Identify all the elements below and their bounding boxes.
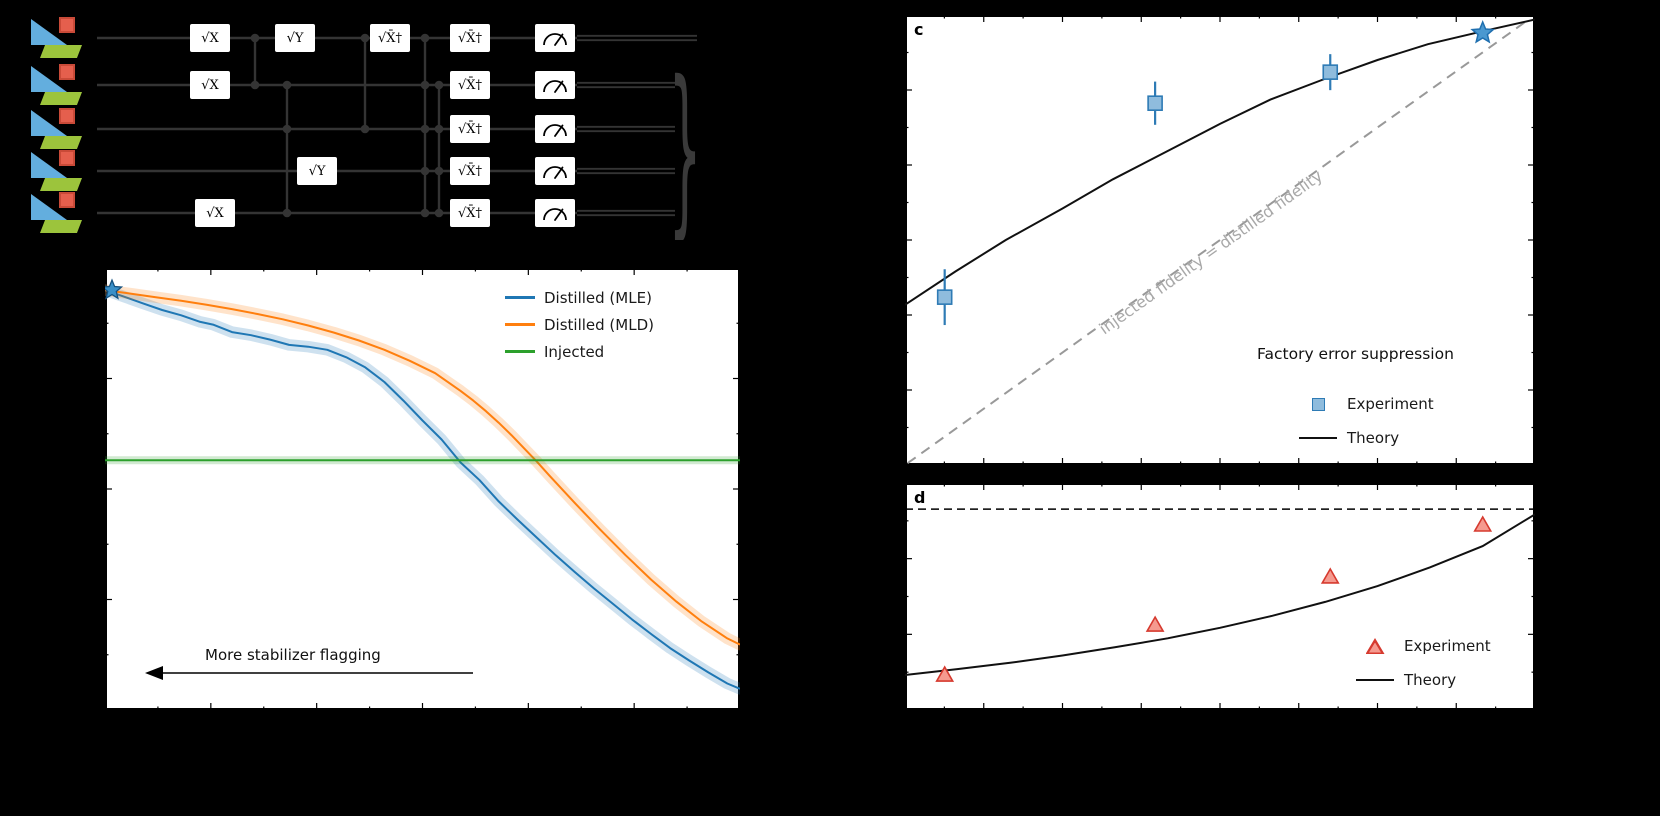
theory-line-swatch-icon <box>1356 679 1394 681</box>
orange-line-swatch-icon <box>505 323 535 326</box>
panel-c-plot-area <box>905 15 1535 465</box>
legend-label: Experiment <box>1404 637 1491 655</box>
legend-label: Distilled (MLE) <box>544 288 652 307</box>
panel-b-legend: Distilled (MLE) Distilled (MLD) Injected <box>505 284 654 365</box>
swatch-slot <box>1298 421 1338 455</box>
measurement-gate-icon <box>535 71 575 99</box>
legend-label: Distilled (MLD) <box>544 315 654 334</box>
gate-sqrt-x: √X <box>190 24 230 52</box>
swatch-slot <box>1355 629 1395 663</box>
gate-sqrt-x-dagger: √X̄† <box>450 115 490 143</box>
legend-entry-theory: Theory <box>1355 663 1491 697</box>
red-square-patch-icon <box>59 108 75 124</box>
gate-sqrt-x-dagger: √X̄† <box>450 71 490 99</box>
green-triangle-patch-icon <box>40 220 82 233</box>
theory-line-swatch-icon <box>1299 437 1337 439</box>
gate-sqrt-x-dagger: √X̄† <box>450 24 490 52</box>
measurement-gate-icon <box>535 199 575 227</box>
green-triangle-patch-icon <box>40 178 82 191</box>
measurement-gate-icon <box>535 115 575 143</box>
legend-entry-injected: Injected <box>505 338 654 365</box>
panel-d-plot-area <box>905 483 1535 710</box>
legend-entry-experiment: Experiment <box>1298 387 1434 421</box>
panel-b-fidelity-chart: Distilled (MLE) Distilled (MLD) Injected… <box>105 268 740 710</box>
gate-sqrt-x-dagger: √X̄† <box>450 199 490 227</box>
qubit-patch-icon <box>31 108 87 150</box>
panel-d-yield-chart: d Experiment Theory <box>905 483 1535 710</box>
green-line-swatch-icon <box>505 350 535 353</box>
red-square-patch-icon <box>59 64 75 80</box>
green-triangle-patch-icon <box>40 136 82 149</box>
legend-entry-distilled-mle: Distilled (MLE) <box>505 284 654 311</box>
red-square-patch-icon <box>59 150 75 166</box>
legend-entry-experiment: Experiment <box>1355 629 1491 663</box>
red-square-patch-icon <box>59 17 75 33</box>
panel-c-error-suppression-chart: c injected fidelity = distilled fidelity… <box>905 15 1535 465</box>
panel-b-plot-area <box>105 268 740 710</box>
quantum-circuit-diagram: } √X √X √X √Y √Y √X̄† √X̄† √X̄† √X̄† √X̄… <box>25 8 745 240</box>
measurement-gate-icon <box>535 157 575 185</box>
panel-c-label: c <box>914 20 924 39</box>
circuit-wires-layer: } <box>97 33 702 240</box>
green-triangle-patch-icon <box>40 45 82 58</box>
triangle-marker-fill <box>1369 642 1381 653</box>
qubit-patch-icon <box>31 192 87 234</box>
panel-d-label: d <box>914 488 926 507</box>
qubit-patch-icon <box>31 64 87 106</box>
square-marker-icon <box>1311 397 1325 411</box>
measurement-gate-icon <box>535 24 575 52</box>
blue-line-swatch-icon <box>505 296 535 299</box>
swatch-slot <box>1298 387 1338 421</box>
legend-label: Experiment <box>1347 395 1434 413</box>
legend-label: Injected <box>544 342 605 361</box>
panel-d-legend: Experiment Theory <box>1355 629 1491 697</box>
red-square-patch-icon <box>59 192 75 208</box>
gate-sqrt-x: √X <box>190 71 230 99</box>
qubit-patch-icon <box>31 150 87 192</box>
legend-label: Theory <box>1404 671 1457 689</box>
svg-text:}: } <box>668 41 701 240</box>
stabilizer-flagging-annotation: More stabilizer flagging <box>205 646 381 664</box>
green-triangle-patch-icon <box>40 92 82 105</box>
gate-sqrt-x-dagger: √X̄† <box>370 24 410 52</box>
legend-entry-theory: Theory <box>1298 421 1434 455</box>
gate-sqrt-y: √Y <box>275 24 315 52</box>
factory-error-suppression-title: Factory error suppression <box>1257 345 1454 363</box>
gate-sqrt-y: √Y <box>297 157 337 185</box>
legend-entry-distilled-mld: Distilled (MLD) <box>505 311 654 338</box>
gate-sqrt-x-dagger: √X̄† <box>450 157 490 185</box>
legend-label: Theory <box>1347 429 1400 447</box>
swatch-slot <box>1355 663 1395 697</box>
panel-c-legend: Experiment Theory <box>1298 387 1434 455</box>
triangle-marker-icon <box>1365 638 1385 654</box>
gate-sqrt-x: √X <box>195 199 235 227</box>
qubit-patch-icon <box>31 17 87 59</box>
